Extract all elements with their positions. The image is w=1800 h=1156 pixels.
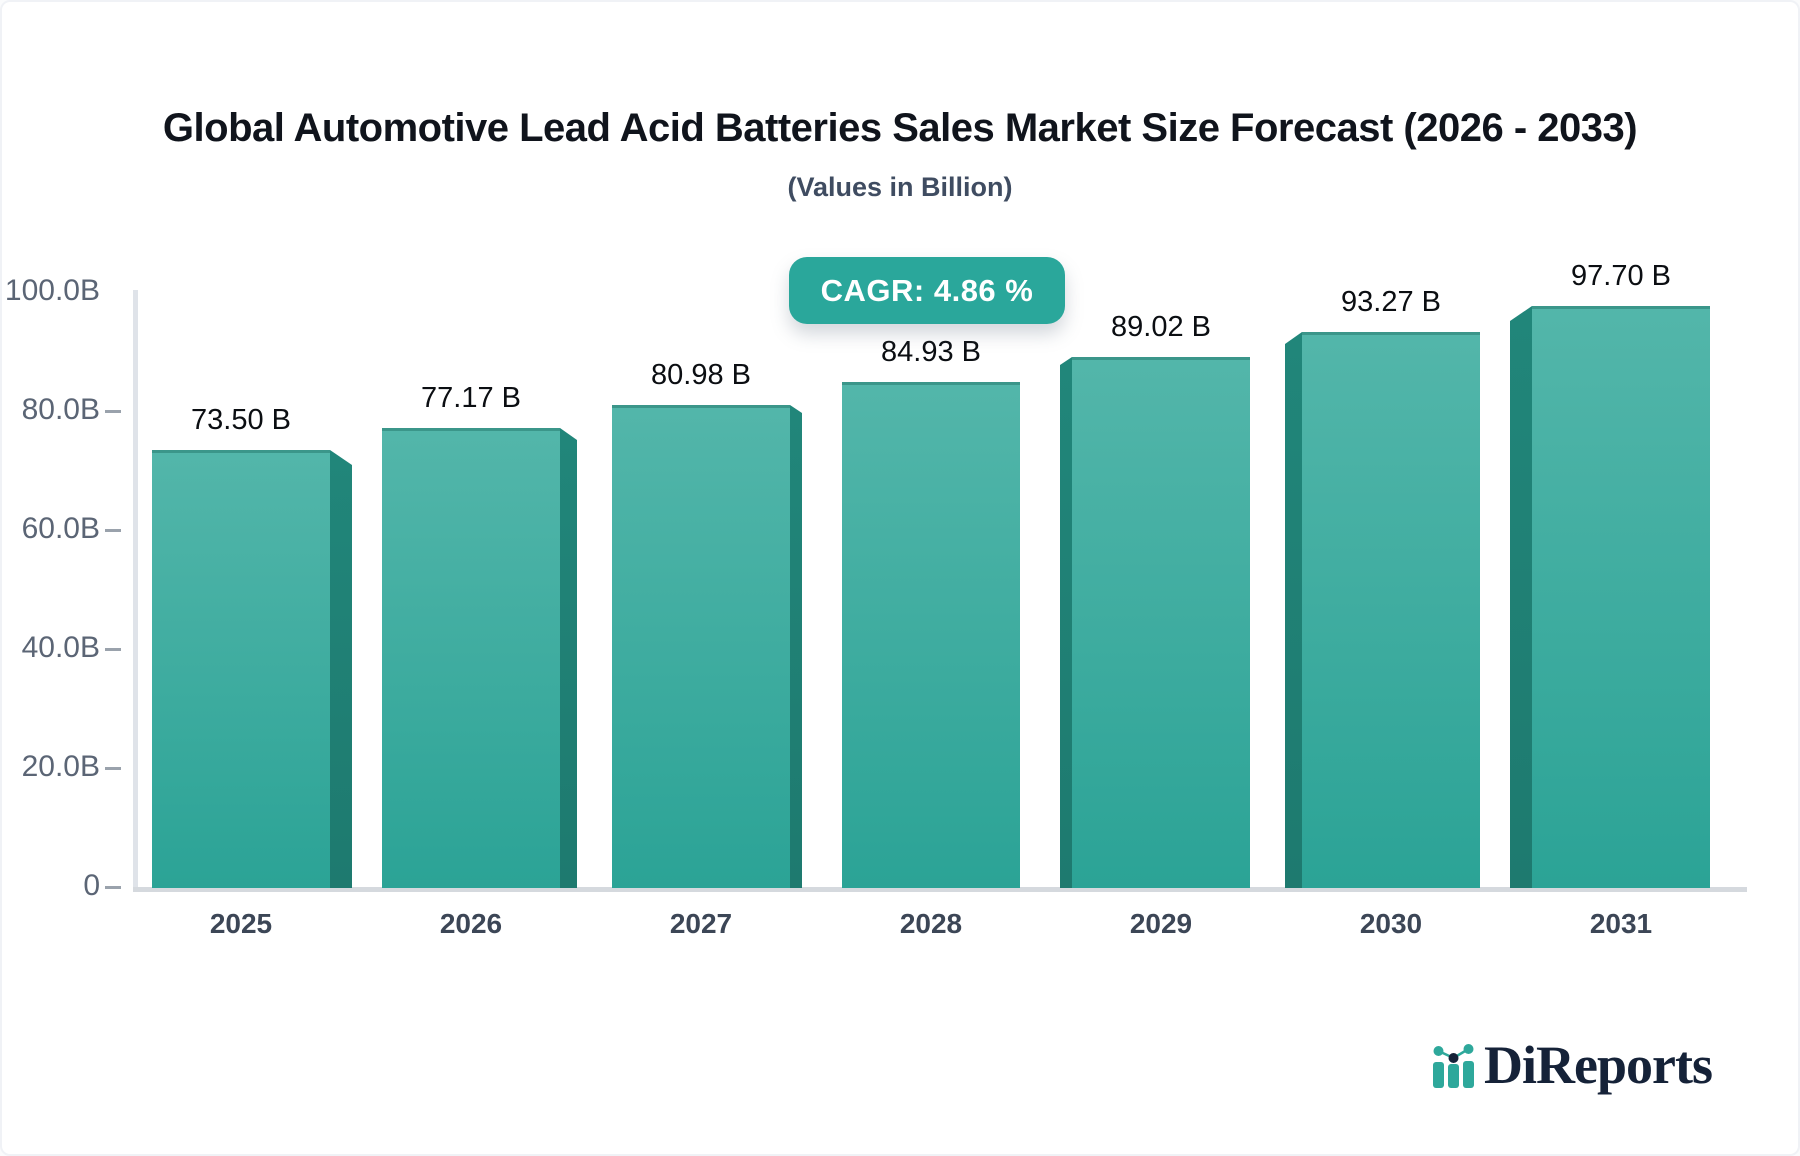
x-axis-label-2027: 2027 <box>669 908 733 939</box>
y-axis-label: 20.0B <box>21 750 100 783</box>
bar-2029 <box>1072 357 1250 888</box>
value-label-2028: 84.93 B <box>881 336 981 368</box>
bar-2030 <box>1302 332 1480 888</box>
chart-subtitle: (Values in Billion) <box>787 172 1013 202</box>
y-tick <box>105 529 121 532</box>
value-label-2026: 77.17 B <box>421 382 521 414</box>
cagr-badge-label: CAGR: 4.86 % <box>820 272 1034 308</box>
y-tick <box>105 767 121 770</box>
y-axis-label: 0 <box>83 869 100 902</box>
logo-text: DiReports <box>1484 1035 1713 1095</box>
bar-side-2031 <box>1510 306 1532 888</box>
bar-side-2029 <box>1060 357 1072 888</box>
bar-2025 <box>152 450 330 888</box>
y-axis-label: 100.0B <box>4 274 100 307</box>
value-label-2025: 73.50 B <box>191 404 291 436</box>
bar-side-2025 <box>330 450 352 888</box>
x-axis-label-2028: 2028 <box>899 908 963 939</box>
cagr-badge: CAGR: 4.86 % <box>789 257 1065 324</box>
y-tick <box>105 648 121 651</box>
y-tick <box>105 410 121 413</box>
value-label-2027: 80.98 B <box>651 359 751 391</box>
bar-side-2030 <box>1285 332 1302 888</box>
x-axis-label-2025: 2025 <box>209 908 273 939</box>
bar-side-2027 <box>790 405 802 888</box>
y-axis-label: 60.0B <box>21 512 100 545</box>
logo: DiReports <box>1430 1034 1713 1098</box>
x-axis-label-2026: 2026 <box>439 908 503 939</box>
x-axis-label-2029: 2029 <box>1129 908 1193 939</box>
chart-title: Global Automotive Lead Acid Batteries Sa… <box>162 106 1638 150</box>
y-axis-line <box>133 290 138 892</box>
x-axis-label-2030: 2030 <box>1359 908 1423 939</box>
bar-2026 <box>382 428 560 888</box>
bar-2031 <box>1532 306 1710 888</box>
y-axis-label: 80.0B <box>21 393 100 426</box>
logo-icon <box>1433 1044 1474 1088</box>
value-label-2029: 89.02 B <box>1111 311 1211 343</box>
value-label-2030: 93.27 B <box>1341 286 1441 318</box>
bar-2028 <box>842 382 1020 888</box>
bar-side-2026 <box>560 428 577 888</box>
bar-2027 <box>612 405 790 888</box>
y-tick <box>105 886 121 889</box>
value-label-2031: 97.70 B <box>1571 260 1671 292</box>
x-axis-label-2031: 2031 <box>1589 908 1653 939</box>
y-axis-label: 40.0B <box>21 631 100 664</box>
x-axis-line <box>133 887 1747 892</box>
